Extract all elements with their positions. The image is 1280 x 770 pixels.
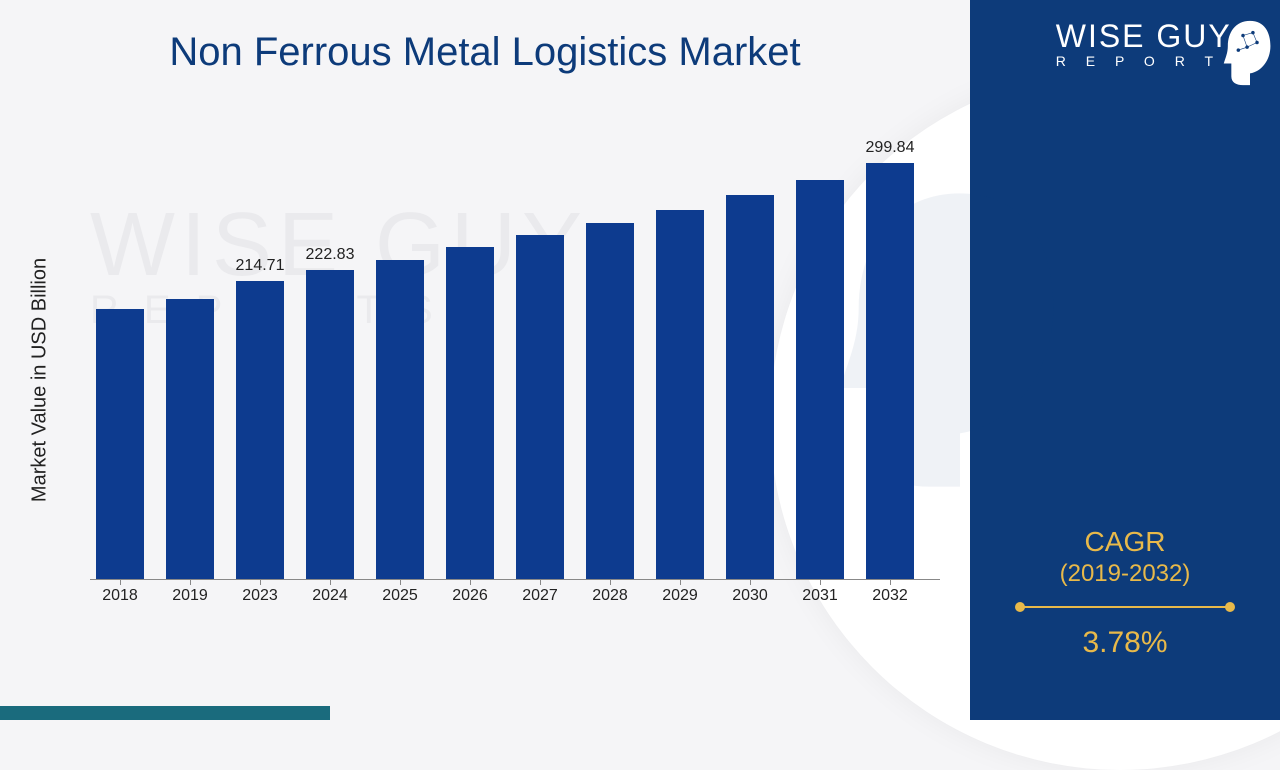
x-tick-label: 2023 xyxy=(242,587,278,605)
x-tick-label: 2025 xyxy=(382,587,418,605)
x-tick-label: 2018 xyxy=(102,587,138,605)
x-tick-label: 2030 xyxy=(732,587,768,605)
x-tick-label: 2026 xyxy=(452,587,488,605)
bar xyxy=(796,180,844,579)
cagr-range: (2019-2032) xyxy=(1010,560,1240,588)
bar: 214.71 xyxy=(236,281,284,579)
cagr-divider xyxy=(1020,606,1230,608)
x-tick-label: 2024 xyxy=(312,587,348,605)
x-tick-label: 2027 xyxy=(522,587,558,605)
cagr-title: CAGR xyxy=(1010,526,1240,558)
bar xyxy=(376,260,424,579)
bar-value-label: 299.84 xyxy=(866,139,915,157)
logo-main: WISE GUY xyxy=(1056,18,1232,54)
bar xyxy=(446,247,494,579)
y-axis-label: Market Value in USD Billion xyxy=(29,258,52,502)
bar xyxy=(516,235,564,579)
bar xyxy=(586,223,634,579)
bar xyxy=(96,309,144,579)
x-tick-label: 2031 xyxy=(802,587,838,605)
chart-title: Non Ferrous Metal Logistics Market xyxy=(0,30,970,75)
cagr-block: CAGR (2019-2032) 3.78% xyxy=(1010,526,1240,660)
bar xyxy=(726,195,774,579)
bar: 299.84 xyxy=(866,163,914,579)
x-tick-label: 2032 xyxy=(872,587,908,605)
bar xyxy=(656,210,704,579)
x-tick-label: 2019 xyxy=(172,587,208,605)
bar-value-label: 214.71 xyxy=(236,257,285,275)
bottom-accent-bar xyxy=(0,706,330,720)
bar-chart: Market Value in USD Billion 20182019214.… xyxy=(60,150,940,610)
logo-head-icon xyxy=(1220,18,1280,88)
x-tick-label: 2029 xyxy=(662,587,698,605)
bar: 222.83 xyxy=(306,270,354,579)
bar xyxy=(166,299,214,579)
x-tick-label: 2028 xyxy=(592,587,628,605)
bar-value-label: 222.83 xyxy=(306,246,355,264)
plot-area: 20182019214.712023222.832024202520262027… xyxy=(90,150,940,580)
cagr-value: 3.78% xyxy=(1010,626,1240,660)
